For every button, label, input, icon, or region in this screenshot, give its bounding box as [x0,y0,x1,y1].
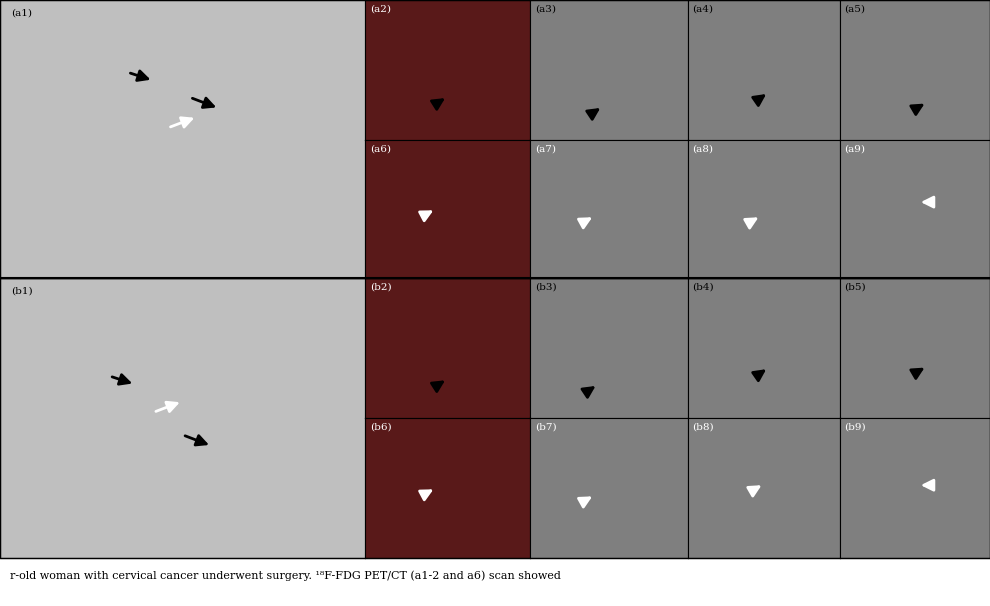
Text: (b1): (b1) [11,287,33,295]
Text: (a4): (a4) [693,4,714,13]
Text: (a8): (a8) [693,144,714,153]
Text: (b9): (b9) [844,422,866,431]
Text: (b6): (b6) [370,422,392,431]
Text: (b3): (b3) [535,282,556,291]
Text: (a6): (a6) [370,144,391,153]
Text: (a3): (a3) [535,4,555,13]
Text: (a5): (a5) [844,4,865,13]
Text: (b7): (b7) [535,422,556,431]
Text: (a9): (a9) [844,144,865,153]
Text: (a2): (a2) [370,4,391,13]
Text: (b2): (b2) [370,282,392,291]
Text: (b5): (b5) [844,282,866,291]
Text: (b4): (b4) [693,282,714,291]
Text: (a7): (a7) [535,144,555,153]
Text: r-old woman with cervical cancer underwent surgery. ¹⁸F-FDG PET/CT (a1-2 and a6): r-old woman with cervical cancer underwe… [10,570,560,581]
Text: (b8): (b8) [693,422,714,431]
Text: (a1): (a1) [11,8,32,18]
